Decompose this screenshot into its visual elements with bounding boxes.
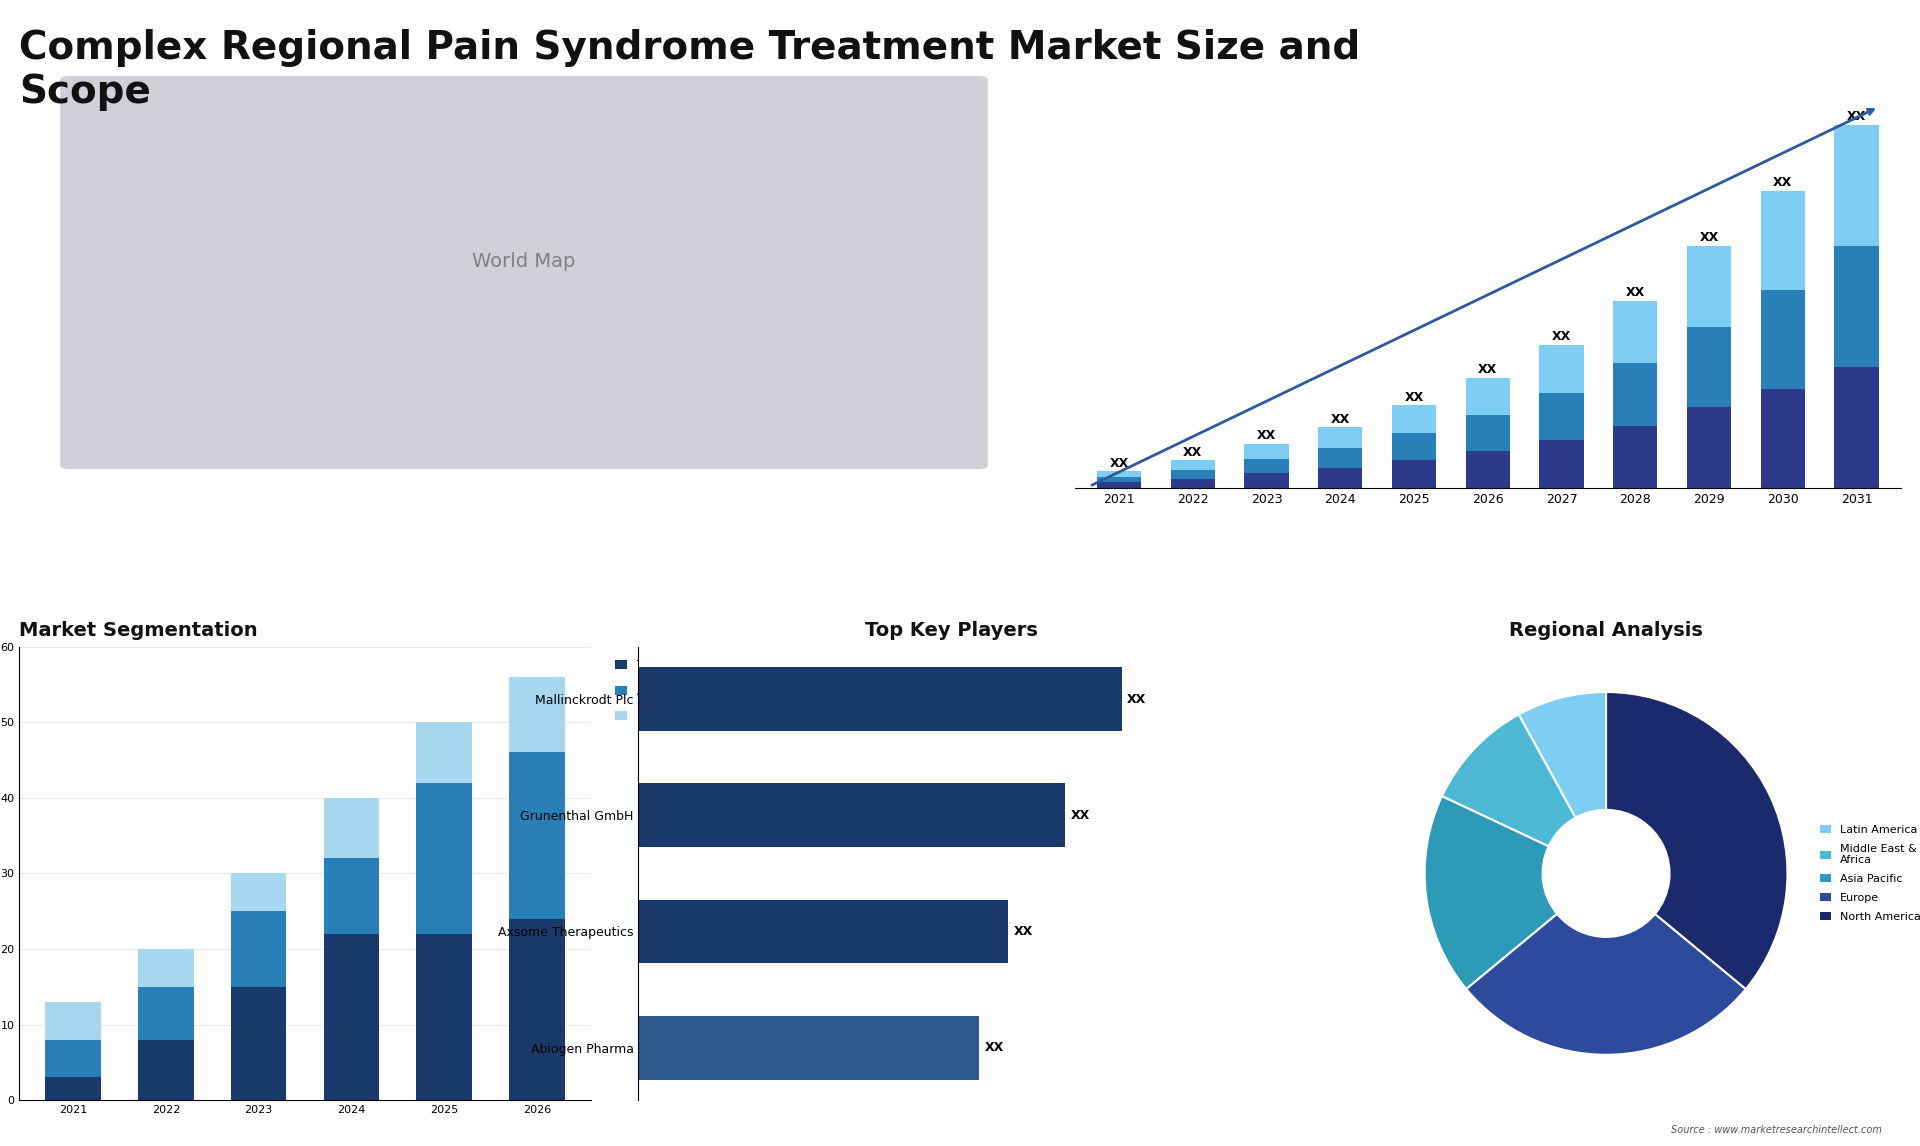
Bar	[639, 667, 1121, 731]
Text: XX: XX	[1699, 231, 1718, 244]
Bar	[230, 987, 286, 1100]
Text: XX: XX	[1110, 456, 1129, 470]
Title: Regional Analysis: Regional Analysis	[1509, 620, 1703, 639]
Bar	[417, 722, 472, 783]
Bar	[509, 677, 564, 753]
Wedge shape	[1519, 692, 1605, 818]
Bar	[639, 1015, 979, 1080]
Text: XX: XX	[1774, 176, 1793, 189]
Bar	[324, 858, 380, 934]
Bar	[1688, 327, 1732, 407]
Bar	[1613, 301, 1657, 363]
Bar	[1613, 363, 1657, 425]
Bar	[1319, 427, 1363, 448]
Bar	[1465, 378, 1509, 415]
Bar	[1688, 246, 1732, 327]
Bar	[417, 783, 472, 934]
Bar	[1319, 468, 1363, 488]
Bar	[1834, 125, 1878, 246]
Bar	[1244, 444, 1288, 458]
Bar	[1688, 407, 1732, 488]
Bar	[1392, 406, 1436, 433]
Bar	[230, 911, 286, 987]
Bar	[230, 873, 286, 911]
Text: XX: XX	[1404, 391, 1423, 403]
Title: Top Key Players: Top Key Players	[864, 620, 1037, 639]
Bar	[1761, 388, 1805, 488]
Bar	[1392, 433, 1436, 461]
Bar	[138, 949, 194, 987]
Bar	[1834, 367, 1878, 488]
Text: XX: XX	[1071, 809, 1091, 822]
Wedge shape	[1425, 796, 1557, 989]
Bar	[1171, 479, 1215, 488]
Legend: Type, Application, Geography: Type, Application, Geography	[609, 653, 714, 729]
Text: XX: XX	[1847, 110, 1866, 124]
Bar	[1096, 477, 1140, 482]
Bar	[1171, 470, 1215, 479]
Text: Source : www.marketresearchintellect.com: Source : www.marketresearchintellect.com	[1670, 1124, 1882, 1135]
Text: XX: XX	[1331, 413, 1350, 425]
Text: XX: XX	[1478, 363, 1498, 376]
FancyBboxPatch shape	[60, 76, 989, 470]
Text: World Map: World Map	[472, 252, 576, 270]
Bar	[509, 753, 564, 919]
Text: Complex Regional Pain Syndrome Treatment Market Size and
Scope: Complex Regional Pain Syndrome Treatment…	[19, 29, 1361, 111]
Bar	[1613, 425, 1657, 488]
Bar	[138, 987, 194, 1039]
Text: XX: XX	[1258, 429, 1277, 442]
Text: XX: XX	[1626, 286, 1645, 299]
Bar	[46, 1039, 102, 1077]
Bar	[46, 1002, 102, 1039]
Text: XX: XX	[1014, 925, 1033, 937]
Bar	[509, 919, 564, 1100]
Bar	[1465, 415, 1509, 452]
Text: Market Segmentation: Market Segmentation	[19, 620, 257, 639]
Bar	[1171, 461, 1215, 470]
Bar	[1540, 345, 1584, 393]
Bar	[1244, 458, 1288, 473]
Bar	[324, 934, 380, 1100]
Bar	[1540, 440, 1584, 488]
Bar	[1096, 471, 1140, 477]
Text: XX: XX	[1183, 446, 1202, 458]
Bar	[639, 900, 1008, 964]
Bar	[46, 1077, 102, 1100]
Bar	[639, 784, 1066, 847]
Bar	[1465, 452, 1509, 488]
Bar	[417, 934, 472, 1100]
Legend: Latin America, Middle East &
Africa, Asia Pacific, Europe, North America: Latin America, Middle East & Africa, Asi…	[1816, 821, 1920, 926]
Bar	[1761, 290, 1805, 388]
Bar	[138, 1039, 194, 1100]
Wedge shape	[1442, 714, 1576, 847]
Bar	[1319, 448, 1363, 468]
Text: XX: XX	[1127, 692, 1146, 706]
Text: XX: XX	[1551, 330, 1571, 343]
Bar	[1244, 473, 1288, 488]
Bar	[1096, 482, 1140, 488]
Bar	[1761, 191, 1805, 290]
Wedge shape	[1605, 692, 1788, 989]
Bar	[1540, 393, 1584, 440]
Bar	[324, 798, 380, 858]
Text: XX: XX	[985, 1041, 1004, 1054]
Bar	[1392, 461, 1436, 488]
Wedge shape	[1467, 913, 1745, 1054]
Bar	[1834, 246, 1878, 367]
